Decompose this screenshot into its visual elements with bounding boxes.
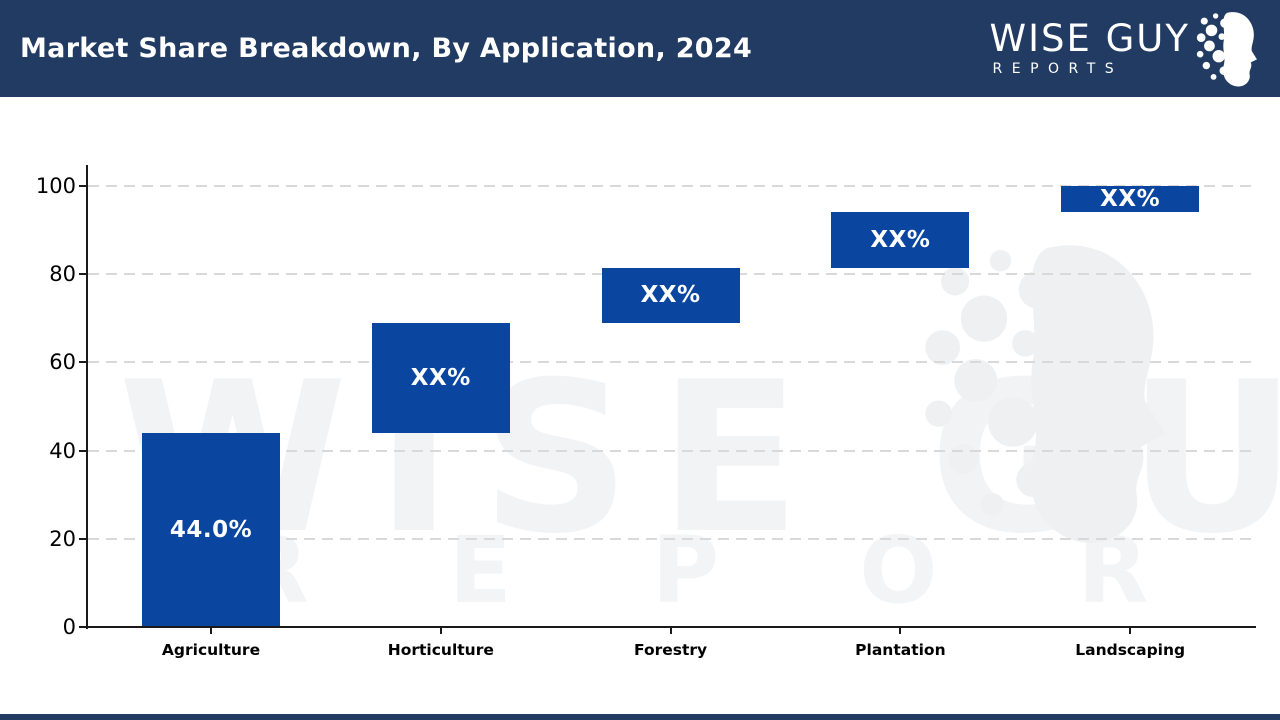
y-tick-mark-0 bbox=[79, 626, 86, 628]
watermark-face-icon bbox=[925, 245, 1166, 543]
y-axis bbox=[86, 165, 88, 629]
category-label-horticulture: Horticulture bbox=[387, 641, 494, 659]
x-tick-mark-horticulture bbox=[439, 627, 442, 634]
bar-value-label-landscaping: XX% bbox=[1100, 186, 1161, 213]
x-tick-mark-plantation bbox=[899, 627, 902, 634]
logo-wordmark: WISE GUY bbox=[989, 17, 1190, 60]
x-tick-mark-agriculture bbox=[210, 627, 212, 634]
page-title: Market Share Breakdown, By Application, … bbox=[20, 33, 753, 64]
wise-guy-logo: WISE GUY REPORTS bbox=[990, 7, 1258, 91]
x-tick-mark-forestry bbox=[669, 627, 672, 634]
category-label-forestry: Forestry bbox=[634, 641, 708, 659]
y-tick-mark-100 bbox=[79, 185, 86, 187]
y-tick-label-60: 60 bbox=[49, 350, 76, 375]
bar-value-label-horticulture: XX% bbox=[410, 364, 471, 391]
bar-horticulture: XX% bbox=[371, 322, 510, 433]
y-tick-label-80: 80 bbox=[49, 262, 76, 287]
bar-value-label-plantation: XX% bbox=[870, 227, 931, 254]
header-bar: Market Share Breakdown, By Application, … bbox=[0, 0, 1280, 97]
gridline-60 bbox=[88, 361, 1256, 364]
y-tick-label-40: 40 bbox=[49, 438, 76, 463]
category-label-landscaping: Landscaping bbox=[1075, 641, 1186, 659]
bar-value-label-agriculture: 44.0% bbox=[169, 516, 253, 543]
y-tick-label-20: 20 bbox=[49, 526, 76, 551]
bar-agriculture: 44.0% bbox=[142, 432, 280, 627]
logo-face-icon bbox=[1196, 11, 1257, 86]
gridline-20 bbox=[88, 537, 1256, 540]
y-tick-label-100: 100 bbox=[35, 174, 76, 198]
logo-text: WISE GUY REPORTS bbox=[990, 20, 1190, 77]
bar-value-label-forestry: XX% bbox=[640, 282, 701, 309]
gridline-40 bbox=[88, 449, 1256, 452]
bar-plantation: XX% bbox=[831, 212, 970, 268]
chart-area: WISE GUY R E P O R T S 02040608010044.0%… bbox=[0, 97, 1280, 714]
y-tick-label-0: 0 bbox=[62, 615, 76, 639]
footer-bar bbox=[0, 714, 1280, 720]
category-label-plantation: Plantation bbox=[855, 641, 946, 659]
logo-subtitle: REPORTS bbox=[992, 61, 1124, 77]
y-tick-mark-80 bbox=[79, 273, 86, 276]
y-tick-mark-20 bbox=[79, 537, 86, 540]
x-tick-mark-landscaping bbox=[1129, 627, 1132, 634]
bar-forestry: XX% bbox=[601, 267, 740, 323]
gridline-100 bbox=[88, 185, 1256, 187]
category-label-agriculture: Agriculture bbox=[161, 641, 261, 659]
bar-landscaping: XX% bbox=[1061, 186, 1200, 213]
y-tick-mark-60 bbox=[79, 361, 86, 364]
x-axis bbox=[86, 626, 1256, 628]
y-tick-mark-40 bbox=[79, 449, 86, 452]
